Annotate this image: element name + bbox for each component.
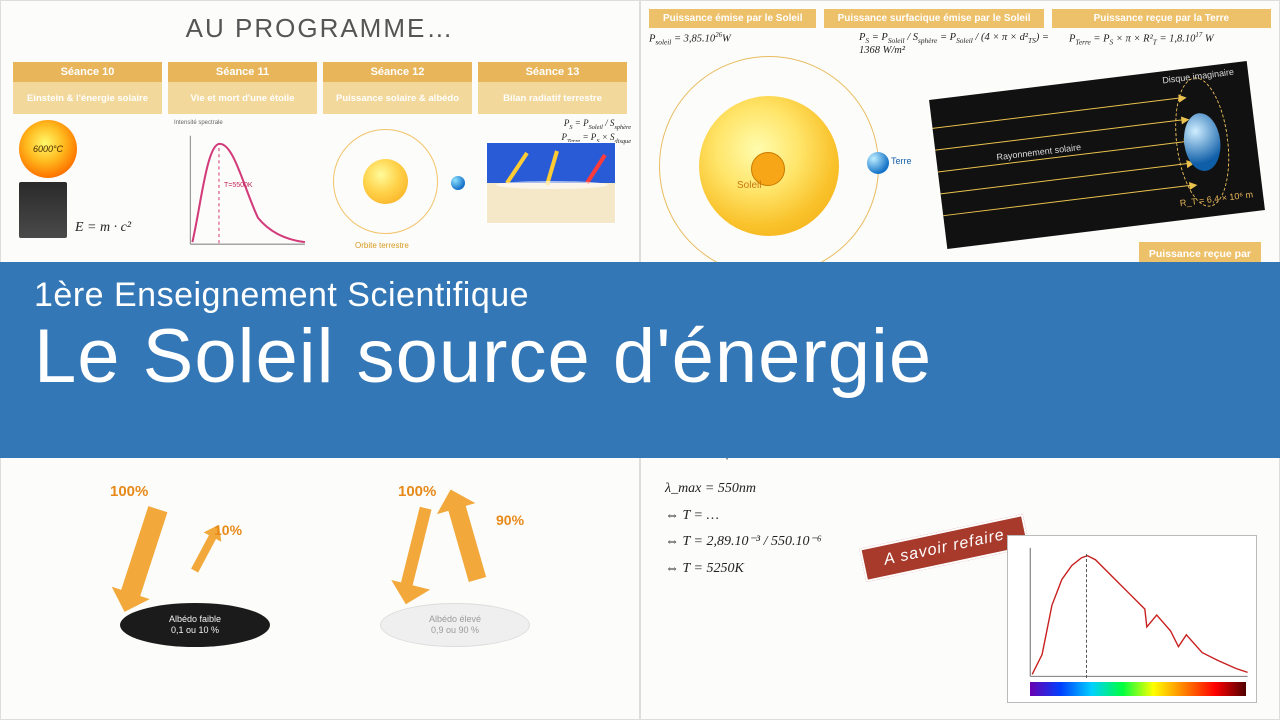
seance-11: Séance 11 Vie et mort d'une étoile T=550… (168, 62, 317, 290)
disk-value: 0,1 ou 10 % (171, 625, 219, 636)
reflected-percent: 90% (496, 511, 524, 531)
title-banner: 1ère Enseignement Scientifique Le Soleil… (0, 262, 1280, 458)
seances-row: Séance 10 Einstein & l'énergie solaire 6… (1, 44, 639, 296)
disk-title: Albédo élevé (429, 614, 481, 625)
solar-spectrum-plot (1007, 535, 1257, 703)
label-p-surfacique: Puissance surfacique émise par le Soleil (824, 9, 1043, 28)
seance-12: Séance 12 Puissance solaire & albédo Orb… (323, 62, 472, 290)
disk-title: Albédo faible (169, 614, 221, 625)
albedo-high-disk: Albédo élevé 0,9 ou 90 % (380, 603, 530, 647)
seance-number: Séance 13 (478, 62, 627, 82)
programme-title: AU PROGRAMME… (1, 13, 639, 44)
spectral-temp-label: T=5500K (224, 182, 253, 189)
radiative-arrows-icon (487, 143, 615, 223)
earth-label: Terre (891, 156, 912, 166)
label-p-emise: Puissance émise par le Soleil (649, 9, 816, 28)
incoming-percent: 100% (110, 481, 148, 502)
albedo-low-disk: Albédo faible 0,1 ou 10 % (120, 603, 270, 647)
sun-icon: 6000°C (19, 120, 77, 178)
course-title: Le Soleil source d'énergie (34, 317, 1246, 397)
sun-icon (363, 159, 408, 204)
equation-psoleil: Psoleil = 3,85.1026W (649, 32, 851, 56)
calc-line: λ_max = 550nm (665, 476, 1255, 503)
einstein-photo (19, 182, 67, 238)
lambda-max-line (1086, 554, 1087, 678)
label-p-recue: Puissance reçue par la Terre (1052, 9, 1271, 28)
seance-number: Séance 10 (13, 62, 162, 82)
seance-10: Séance 10 Einstein & l'énergie solaire 6… (13, 62, 162, 290)
seance-number: Séance 12 (323, 62, 472, 82)
reflected-percent: 10% (214, 521, 242, 541)
calc-line: ⇔ T = … (665, 503, 1255, 530)
seance-topic: Puissance solaire & albédo (323, 82, 472, 114)
seance-topic: Vie et mort d'une étoile (168, 82, 317, 114)
earth-icon (451, 176, 465, 190)
albedo-high-figure: 100% 90% Albédo élevé 0,9 ou 90 % (350, 481, 550, 651)
radiative-balance-image (486, 142, 616, 224)
equation-ps: PS = PSoleil / Ssphère (564, 118, 631, 131)
seance-13: Séance 13 Bilan radiatif terrestre PS = … (478, 62, 627, 290)
seance-topic: Bilan radiatif terrestre (478, 82, 627, 114)
spectrum-curve-icon (1008, 536, 1256, 702)
equation-emc2: E = m · c² (75, 220, 131, 236)
sun-earth-diagram (333, 134, 463, 224)
arrow-up-icon (448, 504, 486, 582)
seance-number: Séance 11 (168, 62, 317, 82)
disk-value: 0,9 ou 90 % (431, 625, 479, 636)
visible-spectrum-bar (1030, 682, 1246, 696)
sun-label: Soleil (737, 180, 761, 191)
arrow-down-icon (401, 507, 432, 588)
earth-icon (867, 152, 889, 174)
spectral-y-label: Intensité spectrale (174, 120, 223, 126)
disque-diagram: Rayonnement solaire Disque imaginaire R_… (929, 61, 1265, 249)
equation-ps-surf: PS = PSoleil / Ssphère = PSoleil / (4 × … (859, 32, 1061, 56)
spectral-curve-icon (176, 122, 309, 262)
seance-topic: Einstein & l'énergie solaire (13, 82, 162, 114)
incoming-percent: 100% (398, 481, 436, 502)
spectral-chart: T=5500K Intensité spectrale (176, 122, 309, 262)
orbit-label: Orbite terrestre (355, 241, 409, 250)
course-level: 1ère Enseignement Scientifique (34, 276, 1246, 315)
equation-pterre: PTerre = PS × π × R²T = 1,8.1017 W (1069, 32, 1271, 56)
sun-temperature: 6000°C (33, 144, 63, 154)
albedo-low-figure: 100% 10% Albédo faible 0,1 ou 10 % (90, 481, 290, 651)
arrow-down-icon (121, 506, 168, 598)
